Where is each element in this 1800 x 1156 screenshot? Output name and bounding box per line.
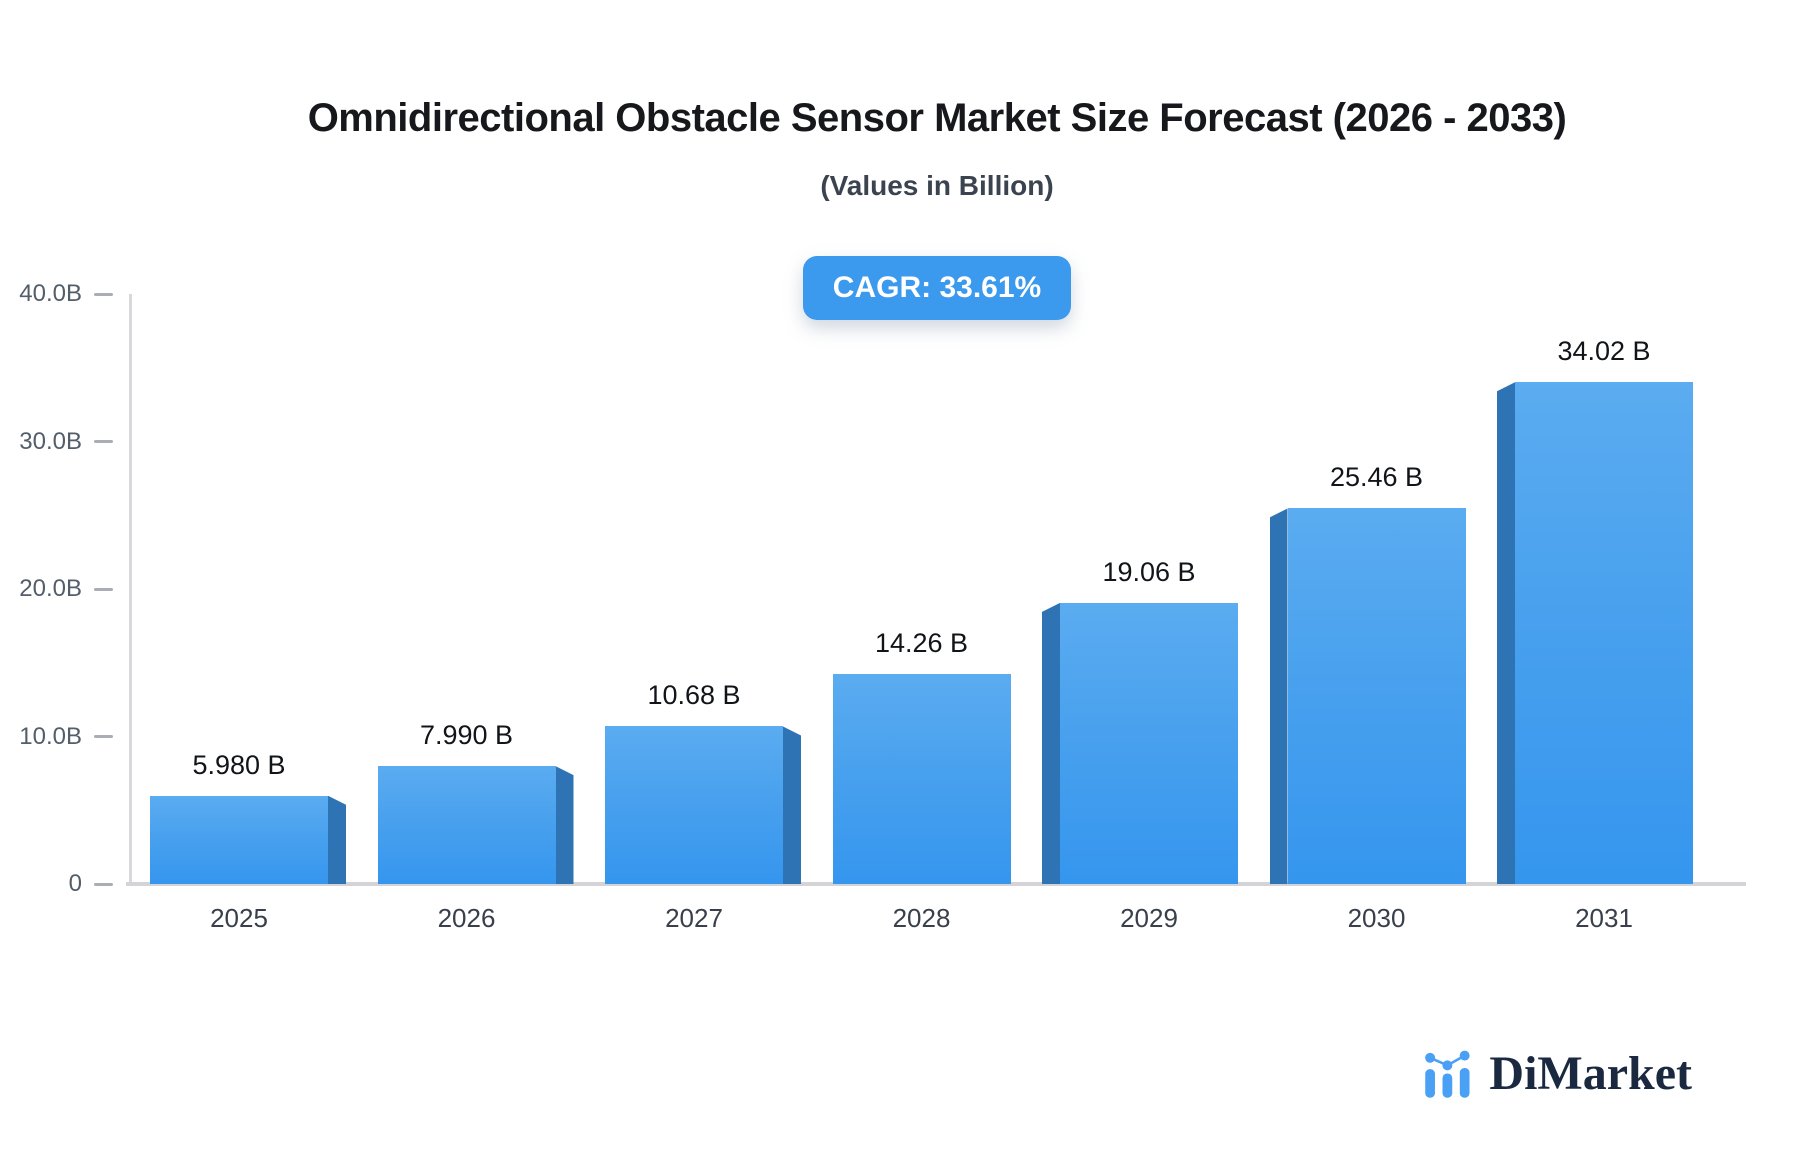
bar-value-label: 14.26 B	[874, 627, 969, 658]
bar-value-label: 10.68 B	[647, 680, 741, 711]
y-axis-line	[129, 294, 132, 886]
bar	[1287, 508, 1466, 884]
bar-side-face	[1269, 508, 1288, 884]
y-axis-tick-label: 10.0B	[19, 722, 82, 750]
y-axis-tick-label: 40.0B	[19, 280, 82, 307]
x-axis-label: 2027	[665, 903, 723, 933]
y-axis-tick-mark	[94, 587, 113, 591]
bar-side-face	[783, 726, 801, 884]
bar	[1515, 382, 1693, 884]
bar-value-label: 34.02 B	[1557, 336, 1651, 367]
y-axis-tick-label: 20.0B	[19, 575, 82, 602]
x-axis-label: 2029	[1120, 903, 1178, 933]
bar-side-face	[555, 766, 574, 884]
cagr-badge-row: CAGR: 33.61%	[132, 256, 1742, 320]
y-axis-tick-mark	[94, 735, 113, 738]
dimarket-logo-icon	[1425, 1050, 1471, 1098]
x-axis-label: 2031	[1575, 903, 1633, 933]
bar	[150, 795, 328, 884]
y-axis-tick-label: 0	[68, 870, 82, 897]
x-axis-label: 2028	[892, 903, 951, 933]
x-axis-line	[126, 882, 1746, 886]
bar	[832, 673, 1011, 884]
y-axis-tick-label: 30.0B	[19, 427, 82, 455]
x-axis-label: 2025	[210, 903, 268, 933]
y-axis-tick-mark	[94, 440, 113, 443]
bar-side-face	[328, 795, 346, 884]
bar-value-label: 25.46 B	[1329, 462, 1424, 493]
x-axis-label: 2030	[1347, 903, 1406, 933]
x-axis-label: 2026	[437, 903, 496, 933]
bar-value-label: 19.06 B	[1102, 556, 1196, 587]
chart-subtitle: (Values in Billion)	[820, 170, 1054, 201]
bar	[605, 726, 783, 884]
y-axis-tick-mark	[94, 292, 113, 296]
bar-side-face	[1042, 602, 1060, 884]
bar-value-label: 7.990 B	[419, 720, 514, 751]
bar-value-label: 5.980 B	[192, 749, 286, 780]
cagr-badge: CAGR: 33.61%	[802, 256, 1072, 320]
brand-logo-text: DiMarket	[1489, 1047, 1692, 1100]
bar	[377, 766, 556, 884]
brand-logo: DiMarket	[1422, 1050, 1692, 1098]
y-axis-tick-mark	[94, 882, 113, 886]
chart-title: Omnidirectional Obstacle Sensor Market S…	[307, 96, 1567, 140]
bar	[1060, 602, 1238, 884]
bar-side-face	[1497, 382, 1515, 884]
